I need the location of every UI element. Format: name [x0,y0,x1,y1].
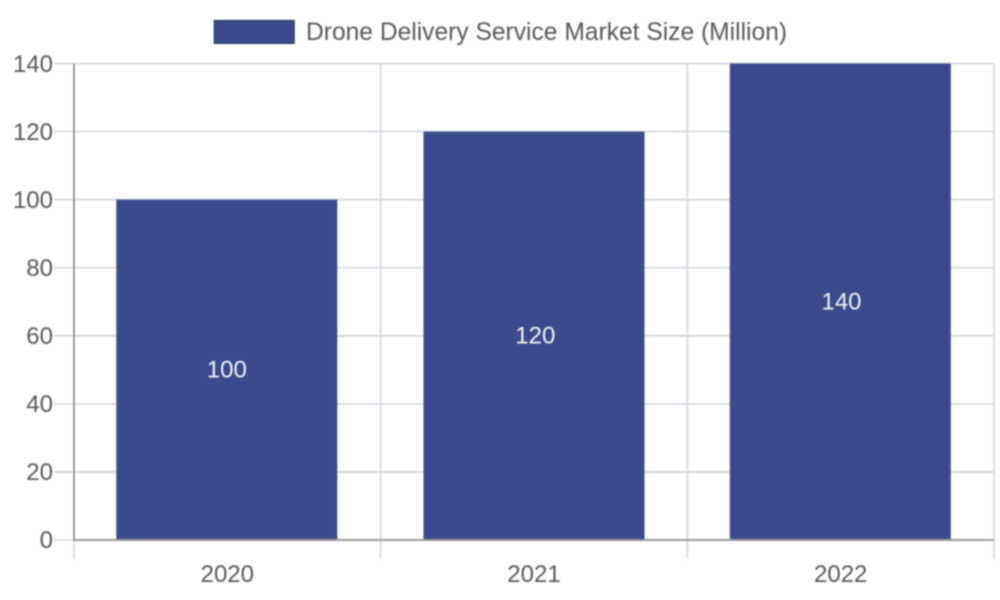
svg-text:120: 120 [515,323,555,350]
svg-text:2022: 2022 [814,561,867,588]
svg-text:80: 80 [26,255,53,282]
svg-text:120: 120 [13,119,53,146]
svg-text:20: 20 [26,459,53,486]
svg-text:40: 40 [26,391,53,418]
svg-text:2020: 2020 [201,561,254,588]
svg-text:140: 140 [13,51,53,78]
svg-text:Drone Delivery Service Market: Drone Delivery Service Market Size (Mill… [306,19,787,46]
svg-text:0: 0 [40,527,53,554]
svg-text:100: 100 [13,187,53,214]
svg-text:140: 140 [821,289,861,316]
svg-text:100: 100 [207,357,247,384]
svg-text:60: 60 [26,323,53,350]
svg-text:2021: 2021 [507,561,560,588]
